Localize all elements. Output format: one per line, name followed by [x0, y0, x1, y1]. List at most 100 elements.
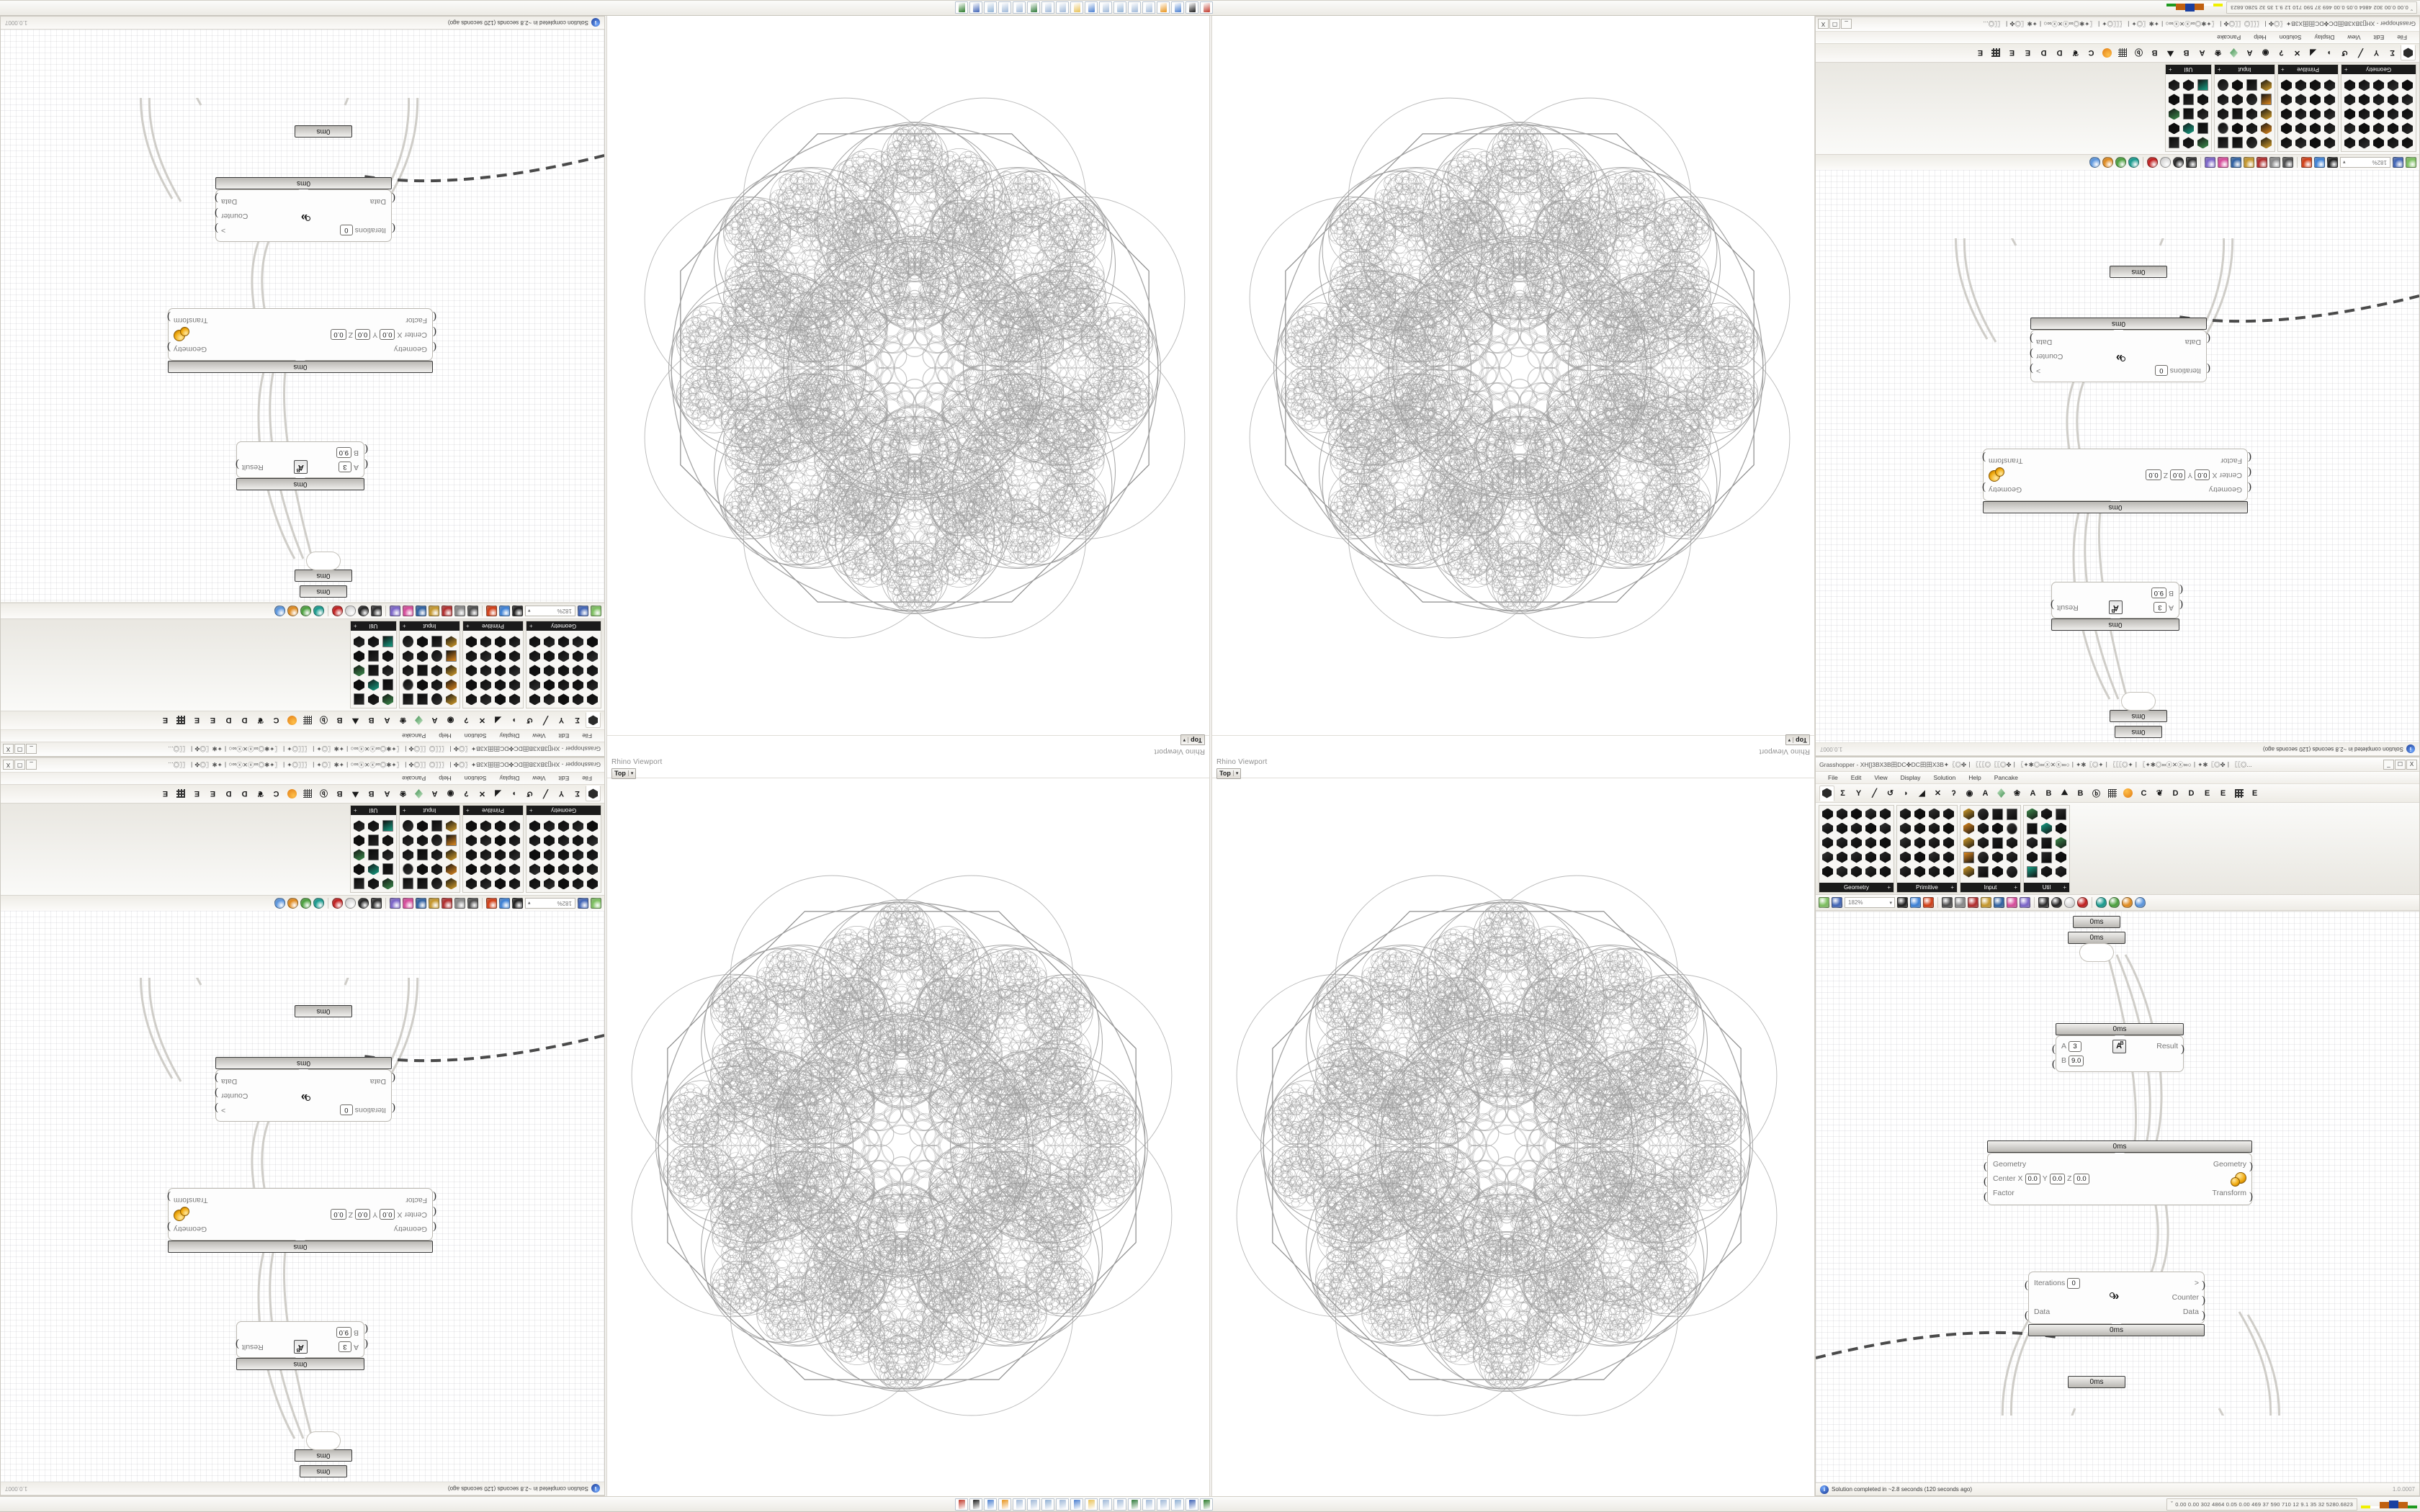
save-file-button[interactable] — [2393, 157, 2403, 168]
zoom-level-field[interactable]: 182% — [525, 606, 575, 616]
node-timer-bar[interactable]: 0ms — [168, 1241, 433, 1253]
input-port[interactable]: ( — [362, 444, 368, 455]
component-icon[interactable] — [2259, 78, 2273, 92]
component-icon[interactable] — [367, 863, 380, 876]
output-port[interactable]: ) — [2027, 348, 2033, 359]
menubar[interactable]: File Edit View Display Solution Help Pancake — [1, 772, 604, 784]
output-result[interactable]: Result — [2057, 603, 2079, 612]
vector-tab[interactable]: ╱ — [2353, 45, 2368, 61]
sketch-button[interactable] — [1981, 897, 1991, 908]
component-icon[interactable] — [1850, 850, 1863, 864]
orb-tab[interactable] — [284, 786, 300, 802]
component-icon[interactable] — [557, 834, 570, 847]
view-teal-button[interactable] — [313, 898, 324, 909]
component-icon[interactable] — [2245, 107, 2259, 121]
viewport-header[interactable]: Rhino Viewport Top ▾ — [607, 757, 1209, 779]
ribbon-group-input[interactable]: Input — [399, 621, 460, 708]
output-result[interactable]: Result — [2156, 1042, 2178, 1050]
component-icon[interactable] — [2372, 136, 2385, 150]
viewport-panel[interactable]: Rhino Viewport Top ▾ — [606, 16, 1210, 757]
component-icon[interactable] — [401, 693, 415, 706]
node-timer-bar[interactable]: 0ms — [2056, 1023, 2184, 1035]
addon-b-tab[interactable]: B — [2041, 786, 2056, 801]
orb-tab[interactable] — [2099, 45, 2115, 61]
ribbon-group-label-util[interactable]: Util — [2024, 883, 2069, 892]
node-timer-bar[interactable]: 0ms — [295, 1449, 352, 1462]
input-port[interactable]: ( — [2245, 467, 2251, 478]
component-body[interactable]: Geometry Geometry Center X 0.0 Y 0.0 Z 0.0 Factor… — [1984, 1153, 2253, 1205]
component-icon[interactable] — [508, 834, 521, 847]
component-icon[interactable] — [1991, 807, 2004, 821]
component-body[interactable]: Geometry Geometry Center X 0.0 Y 0.0 Z 0.0 Factor… — [1982, 449, 2251, 501]
component-icon[interactable] — [493, 664, 507, 678]
component-icon[interactable] — [2343, 122, 2357, 135]
maths-tab[interactable]: Σ — [1835, 786, 1850, 801]
addon-b2-tab[interactable]: B — [332, 713, 347, 729]
bug-tab[interactable]: ⓑ — [2131, 45, 2146, 61]
grasshopper-window-bottom-left[interactable]: i Solution completed in ~2.8 seconds (12… — [0, 757, 605, 1496]
ribbon-group-geometry[interactable]: Geometry — [526, 805, 601, 893]
component-icon[interactable] — [367, 649, 380, 663]
ribbon-group-util[interactable]: Util — [2023, 805, 2070, 893]
intersect-tab[interactable]: ✕ — [475, 786, 490, 802]
dots-tab[interactable] — [2231, 786, 2246, 801]
param-row[interactable]: Data Data — [2029, 1305, 2204, 1319]
component-icon[interactable] — [493, 848, 507, 862]
bake-flame-button[interactable] — [486, 606, 497, 616]
taskbar-win3-button[interactable] — [1113, 1, 1127, 14]
component-icon[interactable] — [542, 664, 556, 678]
component-icon[interactable] — [401, 678, 415, 692]
component-icon[interactable] — [430, 678, 444, 692]
input-port[interactable]: ( — [430, 341, 436, 353]
component-icon[interactable] — [528, 693, 542, 706]
center-xyz-group[interactable]: Center X 0.0 Y 0.0 Z 0.0 — [2146, 469, 2242, 481]
mesh-tab[interactable]: ◢ — [490, 786, 506, 802]
ribbon-icon-grid[interactable] — [463, 631, 523, 708]
param-row-iterations[interactable]: Iterations 0 > — [2031, 364, 2206, 378]
output-port[interactable]: ) — [212, 1072, 218, 1084]
ribbon-icon-grid[interactable] — [2341, 74, 2416, 151]
surface-tab[interactable]: ◗ — [1899, 786, 1914, 801]
display-tab[interactable]: ◉ — [443, 713, 458, 729]
param-row[interactable]: Geometry Geometry — [1988, 1157, 2251, 1171]
vector-tab[interactable]: ╱ — [1867, 786, 1882, 801]
param-row[interactable]: A 3 A B Result — [237, 1340, 364, 1354]
addon-d2-tab[interactable]: D — [221, 713, 236, 729]
output-port[interactable]: ) — [164, 311, 171, 323]
component-icon[interactable] — [401, 848, 415, 862]
param-row[interactable]: Factor Transform — [1988, 1186, 2251, 1200]
preview-eye-button[interactable] — [2314, 157, 2325, 168]
surface-tab[interactable]: ◗ — [506, 713, 521, 729]
input-port[interactable]: ( — [389, 1072, 395, 1084]
leaf-tab[interactable] — [411, 786, 426, 802]
addon-d2-tab[interactable]: D — [221, 786, 236, 802]
value-field[interactable]: 3 — [2153, 602, 2166, 613]
node-timer-bar[interactable]: 0ms — [2110, 266, 2167, 278]
output-port[interactable]: ) — [2181, 1044, 2187, 1055]
component-icon[interactable] — [416, 834, 429, 847]
component-icon[interactable] — [542, 877, 556, 891]
crosshatch-button[interactable] — [371, 606, 382, 616]
node-timer-bar[interactable]: 0ms — [2030, 318, 2207, 330]
output-port[interactable]: ) — [212, 1102, 218, 1114]
component-icon[interactable] — [2308, 93, 2322, 107]
component-icon[interactable] — [1835, 850, 1849, 864]
node-timer-bar[interactable]: 0ms — [236, 1358, 364, 1370]
taskbar-win1-button[interactable] — [1142, 1, 1156, 14]
kangaroo-tab[interactable]: ❀ — [395, 713, 411, 729]
gha-button[interactable] — [1968, 897, 1978, 908]
value-field[interactable]: 0.0 — [331, 1209, 346, 1220]
maths-tab[interactable]: Σ — [2385, 45, 2400, 61]
menu-item-file[interactable]: File — [575, 732, 599, 739]
help-button[interactable] — [2007, 897, 2017, 908]
input-port[interactable]: ( — [430, 1221, 436, 1233]
component-icon[interactable] — [2054, 807, 2068, 821]
capsule-button[interactable] — [467, 606, 478, 616]
save-file-button[interactable] — [1832, 897, 1842, 908]
component-icon[interactable] — [416, 649, 429, 663]
component-icon[interactable] — [2040, 850, 2053, 864]
balloon-button[interactable] — [2205, 157, 2215, 168]
draw-red-button[interactable] — [2147, 157, 2158, 168]
component-icon[interactable] — [493, 863, 507, 876]
